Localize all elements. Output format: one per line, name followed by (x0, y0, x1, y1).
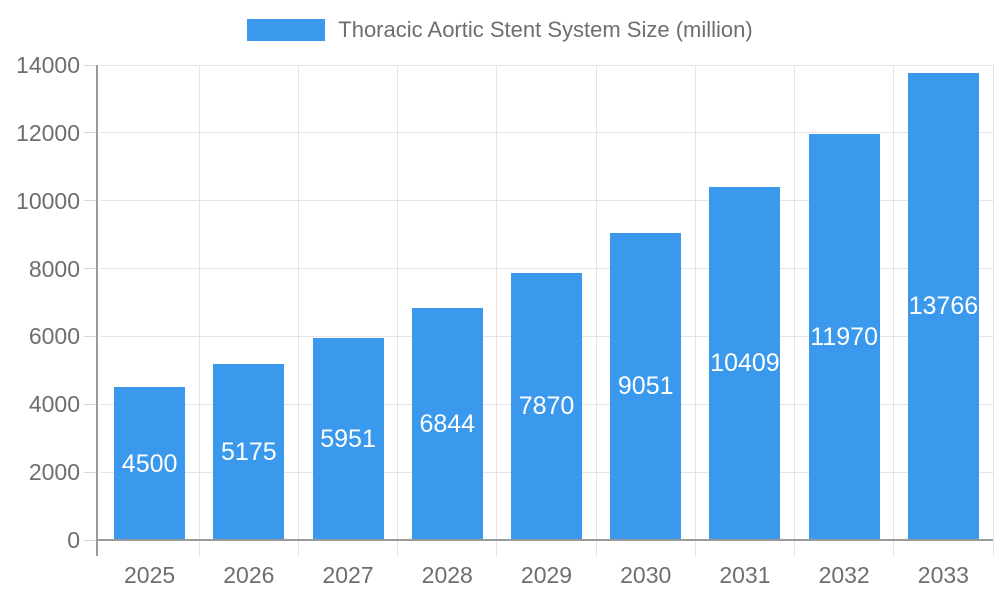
y-tick-label: 4000 (28, 391, 80, 418)
y-tick-label: 6000 (28, 323, 80, 350)
bar-value-label: 6844 (419, 409, 476, 438)
bar-2027[interactable] (312, 338, 384, 540)
x-gridline (496, 65, 498, 556)
x-tick-label: 2028 (421, 562, 473, 588)
bar-value-label: 10409 (710, 349, 780, 378)
y-gridline (100, 64, 993, 66)
x-tick-label: 2031 (719, 562, 771, 588)
y-tick-mark (84, 64, 97, 66)
x-tick-label: 2029 (520, 562, 573, 588)
y-tick-label: 12000 (16, 119, 80, 146)
y-tick-label: 2000 (28, 459, 80, 486)
legend-item[interactable]: Thoracic Aortic Stent System Size (milli… (0, 17, 1000, 43)
y-axis-line (96, 65, 98, 556)
x-tick-label: 2026 (223, 562, 275, 588)
x-gridline (694, 65, 696, 556)
x-gridline (893, 65, 895, 556)
bar-2033[interactable] (907, 72, 979, 540)
x-gridline (397, 65, 399, 556)
y-tick-label: 10000 (16, 187, 80, 214)
y-gridline (100, 200, 993, 202)
bar-2029[interactable] (511, 272, 582, 540)
bar-value-label: 9051 (617, 372, 674, 401)
x-gridline (297, 65, 299, 556)
y-tick-mark (84, 268, 97, 270)
y-tick-mark (84, 539, 97, 541)
legend-label: Thoracic Aortic Stent System Size (milli… (338, 17, 753, 42)
x-tick-label: 2030 (620, 562, 672, 588)
y-tick-mark (84, 335, 97, 337)
y-tick-mark (84, 403, 97, 405)
x-gridline (794, 65, 796, 556)
bar-2030[interactable] (610, 232, 682, 540)
x-tick-label: 2033 (917, 562, 969, 588)
bar-value-label: 7870 (518, 392, 575, 421)
bar-2028[interactable] (411, 307, 483, 540)
bar-2031[interactable] (709, 186, 781, 540)
x-tick-label: 2025 (124, 562, 176, 588)
bar-value-label: 5175 (221, 438, 277, 467)
y-gridline (100, 132, 993, 134)
bar-value-label: 4500 (121, 449, 178, 478)
x-axis-line (96, 539, 993, 541)
y-tick-mark (84, 200, 97, 202)
y-tick-label: 8000 (28, 255, 80, 282)
bar-2026[interactable] (213, 364, 285, 540)
bar-2025[interactable] (114, 387, 186, 540)
y-tick-mark (84, 132, 97, 134)
x-gridline (198, 65, 200, 556)
x-tick-label: 2032 (818, 562, 870, 588)
bar-value-label: 5951 (320, 425, 376, 454)
legend-swatch-icon (247, 19, 326, 41)
x-gridline (992, 65, 994, 556)
x-tick-label: 2027 (322, 562, 374, 588)
bar-2032[interactable] (808, 133, 880, 540)
y-tick-label: 0 (67, 527, 80, 553)
bar-value-label: 13766 (908, 292, 979, 321)
y-tick-mark (84, 471, 97, 473)
y-tick-label: 14000 (16, 52, 80, 78)
y-gridline (100, 268, 993, 270)
x-gridline (595, 65, 597, 556)
bar-value-label: 11970 (810, 322, 878, 351)
